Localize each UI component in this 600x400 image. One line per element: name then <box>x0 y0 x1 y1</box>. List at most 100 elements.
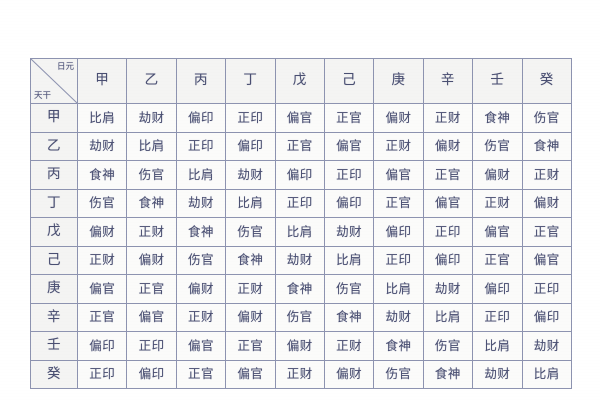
cell-4-4: 比肩 <box>274 217 325 247</box>
cell-1-4: 正官 <box>274 131 325 161</box>
cell-8-7: 伤官 <box>422 331 474 361</box>
cell-2-4: 偏印 <box>274 160 325 190</box>
cell-3-6: 正官 <box>373 188 424 218</box>
table-row: 乙 劫财 比肩 正印 偏印 正官 偏官 正财 偏财 伤官 食神 <box>30 131 573 161</box>
table-row: 丙 食神 伤官 比肩 劫财 偏印 正印 偏官 正官 偏财 正财 <box>30 160 573 190</box>
column-header-6: 庚 <box>373 58 424 104</box>
cell-7-2: 正财 <box>175 302 227 332</box>
cell-0-3: 正印 <box>225 103 276 133</box>
table-row: 辛 正官 偏官 正财 偏财 伤官 食神 劫财 比肩 正印 偏印 <box>30 302 573 332</box>
cell-5-4: 劫财 <box>274 245 325 275</box>
cell-3-9: 偏财 <box>521 188 573 218</box>
cell-2-2: 比肩 <box>175 160 227 190</box>
cell-2-3: 劫财 <box>225 160 276 190</box>
cell-1-9: 食神 <box>521 131 573 161</box>
cell-3-8: 正财 <box>472 188 523 218</box>
cell-2-9: 正财 <box>521 160 573 190</box>
cell-0-5: 正官 <box>323 103 375 133</box>
cell-4-8: 偏官 <box>472 217 523 247</box>
cell-1-2: 正印 <box>175 131 227 161</box>
cell-0-4: 偏官 <box>274 103 325 133</box>
row-header-9: 癸 <box>30 359 78 389</box>
cell-1-7: 偏财 <box>422 131 474 161</box>
cell-8-5: 正财 <box>323 331 375 361</box>
table-row: 戊 偏财 正财 食神 伤官 比肩 劫财 偏印 正印 偏官 正官 <box>30 217 573 247</box>
cell-7-3: 偏财 <box>225 302 276 332</box>
cell-0-7: 正财 <box>422 103 474 133</box>
cell-5-0: 正财 <box>76 245 128 275</box>
ten-gods-table-sheet: 日元 天干 甲 乙 丙 丁 戊 己 庚 辛 壬 癸 甲 比肩 劫财 偏印 正印 <box>30 58 573 389</box>
cell-9-4: 正财 <box>274 359 325 389</box>
row-header-3: 丁 <box>30 188 78 218</box>
column-header-9: 癸 <box>521 58 573 104</box>
cell-0-2: 偏印 <box>175 103 227 133</box>
row-header-0: 甲 <box>30 103 78 133</box>
cell-0-9: 伤官 <box>521 103 573 133</box>
cell-9-7: 食神 <box>422 359 474 389</box>
cell-6-3: 正财 <box>225 274 276 304</box>
cell-3-3: 比肩 <box>225 188 276 218</box>
cell-5-1: 偏财 <box>126 245 177 275</box>
cell-4-1: 正财 <box>126 217 177 247</box>
column-header-5: 己 <box>323 58 375 104</box>
row-header-5: 己 <box>30 245 78 275</box>
diagonal-divider-icon <box>31 59 77 103</box>
cell-8-0: 偏印 <box>76 331 128 361</box>
cell-1-3: 偏印 <box>225 131 276 161</box>
cell-0-1: 劫财 <box>126 103 177 133</box>
cell-9-6: 伤官 <box>373 359 424 389</box>
cell-2-5: 正印 <box>323 160 375 190</box>
cell-8-6: 食神 <box>373 331 424 361</box>
cell-5-5: 比肩 <box>323 245 375 275</box>
cell-8-3: 正官 <box>225 331 276 361</box>
column-header-4: 戊 <box>274 58 325 104</box>
row-header-7: 辛 <box>30 302 78 332</box>
cell-7-7: 比肩 <box>422 302 474 332</box>
row-header-8: 壬 <box>30 331 78 361</box>
cell-9-3: 偏官 <box>225 359 276 389</box>
cell-2-1: 伤官 <box>126 160 177 190</box>
column-header-7: 辛 <box>422 58 474 104</box>
cell-8-2: 偏官 <box>175 331 227 361</box>
table-row: 丁 伤官 食神 劫财 比肩 正印 偏印 正官 偏官 正财 偏财 <box>30 188 573 218</box>
cell-4-0: 偏财 <box>76 217 128 247</box>
table-row: 庚 偏官 正官 偏财 正财 食神 伤官 比肩 劫财 偏印 正印 <box>30 274 573 304</box>
cell-6-9: 正印 <box>521 274 573 304</box>
cell-3-2: 劫财 <box>175 188 227 218</box>
cell-0-8: 食神 <box>472 103 523 133</box>
cell-9-0: 正印 <box>76 359 128 389</box>
cell-9-1: 偏印 <box>126 359 177 389</box>
cell-6-1: 正官 <box>126 274 177 304</box>
cell-6-8: 偏印 <box>472 274 523 304</box>
cell-4-7: 正印 <box>422 217 474 247</box>
cell-5-9: 偏官 <box>521 245 573 275</box>
row-header-1: 乙 <box>30 131 78 161</box>
cell-4-6: 偏印 <box>373 217 424 247</box>
cell-3-7: 偏官 <box>422 188 474 218</box>
cell-4-3: 伤官 <box>225 217 276 247</box>
cell-6-7: 劫财 <box>422 274 474 304</box>
column-header-1: 乙 <box>126 58 177 104</box>
cell-3-0: 伤官 <box>76 188 128 218</box>
table-row: 己 正财 偏财 伤官 食神 劫财 比肩 正印 偏印 正官 偏官 <box>30 245 573 275</box>
cell-7-8: 正印 <box>472 302 523 332</box>
cell-5-7: 偏印 <box>422 245 474 275</box>
cell-3-5: 偏印 <box>323 188 375 218</box>
cell-5-2: 伤官 <box>175 245 227 275</box>
table-row: 癸 正印 偏印 正官 偏官 正财 偏财 伤官 食神 劫财 比肩 <box>30 359 573 389</box>
cell-1-6: 正财 <box>373 131 424 161</box>
cell-7-5: 食神 <box>323 302 375 332</box>
cell-0-6: 偏财 <box>373 103 424 133</box>
cell-4-2: 食神 <box>175 217 227 247</box>
cell-8-8: 比肩 <box>472 331 523 361</box>
cell-2-6: 偏官 <box>373 160 424 190</box>
cell-0-0: 比肩 <box>76 103 128 133</box>
cell-8-4: 偏财 <box>274 331 325 361</box>
row-header-6: 庚 <box>30 274 78 304</box>
cell-1-0: 劫财 <box>76 131 128 161</box>
cell-3-4: 正印 <box>274 188 325 218</box>
cell-7-4: 伤官 <box>274 302 325 332</box>
cell-9-8: 劫财 <box>472 359 523 389</box>
cell-3-1: 食神 <box>126 188 177 218</box>
corner-label-heavenly-stem: 天干 <box>34 90 52 101</box>
